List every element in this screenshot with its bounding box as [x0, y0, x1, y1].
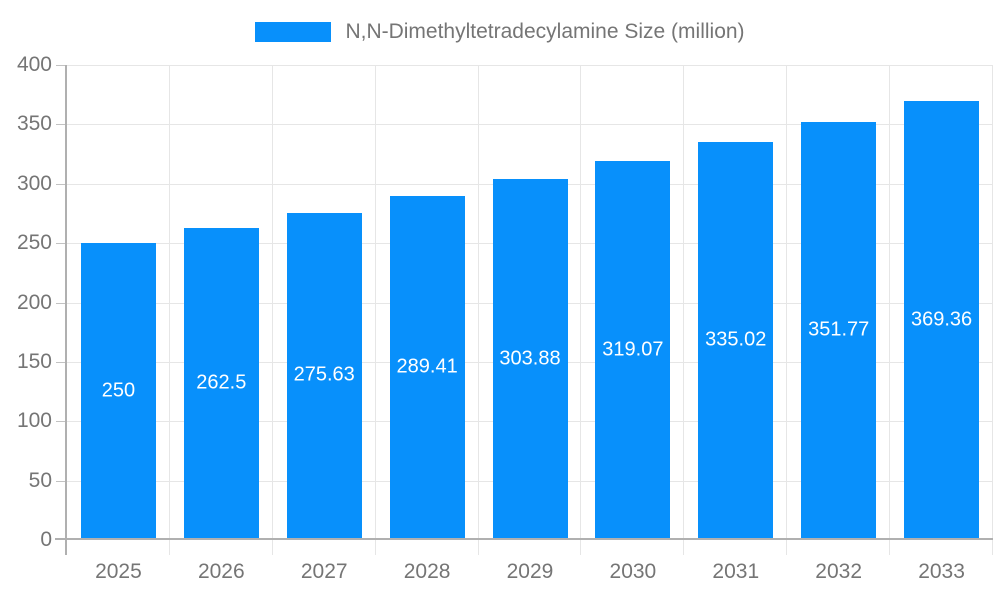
y-axis-tick-label: 400 [16, 53, 52, 76]
vertical-gridline [786, 65, 788, 555]
x-axis-tick-label: 2029 [506, 560, 554, 583]
bar-2026[interactable]: 262.5 [183, 228, 259, 538]
bar-2030[interactable]: 319.07 [595, 161, 671, 538]
bar-2032[interactable]: 351.77 [801, 122, 877, 538]
bar-2029[interactable]: 303.88 [492, 179, 568, 538]
vertical-gridline [374, 65, 376, 555]
vertical-gridline [477, 65, 479, 555]
horizontal-gridline [67, 65, 993, 66]
y-axis-tick [56, 124, 65, 126]
bar-2028[interactable]: 289.41 [389, 196, 465, 538]
bar-2025[interactable]: 250 [80, 243, 156, 538]
vertical-gridline [992, 65, 993, 555]
vertical-gridline [683, 65, 685, 555]
x-axis-tick-label: 2033 [918, 560, 965, 583]
horizontal-gridline [67, 124, 993, 126]
x-axis-tick-label: 2026 [197, 560, 245, 583]
bar-value-label: 262.5 [196, 371, 247, 394]
y-axis-tick [56, 65, 65, 66]
x-axis-tick-label: 2030 [609, 560, 657, 583]
y-axis-tick-label: 200 [16, 290, 52, 314]
x-axis-tick-label: 2031 [712, 560, 760, 583]
x-axis-tick-label: 2025 [95, 560, 142, 583]
y-axis-tick [56, 421, 65, 423]
y-axis-tick-label: 50 [28, 468, 52, 492]
bar-value-label: 369.36 [910, 308, 973, 331]
bar-value-label: 303.88 [499, 347, 561, 370]
x-axis-tick-label: 2028 [403, 560, 451, 583]
y-axis-tick [56, 480, 65, 482]
x-axis-tick-label: 2027 [300, 560, 348, 583]
y-axis-tick [56, 243, 65, 245]
bar-value-label: 275.63 [293, 363, 355, 386]
vertical-gridline [889, 65, 891, 555]
legend-swatch [255, 22, 332, 42]
bar-value-label: 351.77 [808, 318, 870, 341]
legend-label: N,N-Dimethyltetradecylamine Size (millio… [345, 20, 745, 43]
x-axis-baseline [55, 538, 993, 540]
y-axis-tick-label: 100 [16, 409, 52, 433]
bar-value-label: 319.07 [602, 338, 664, 361]
plot-area: 0 50 100 150 200 250 300 350 400 250 2025 262.5 2026… [17, 53, 993, 583]
bar-value-label: 335.02 [705, 328, 767, 351]
bar-2031[interactable]: 335.02 [698, 142, 774, 538]
y-axis-tick [56, 361, 65, 363]
y-axis-tick [56, 302, 65, 304]
y-axis-tick-label: 300 [16, 171, 52, 195]
bar-value-label: 250 [101, 379, 136, 402]
vertical-gridline [580, 65, 582, 555]
bar-2033[interactable]: 369.36 [904, 101, 980, 538]
y-axis-line [65, 65, 67, 555]
y-axis-tick-label: 350 [16, 112, 52, 136]
y-axis-tick [56, 183, 65, 185]
y-axis-tick-label: 0 [40, 528, 52, 551]
vertical-gridline [271, 65, 273, 555]
y-axis-tick-label: 150 [16, 349, 52, 373]
bar-value-label: 289.41 [396, 355, 458, 378]
chart-legend[interactable]: N,N-Dimethyltetradecylamine Size (millio… [0, 20, 1000, 44]
vertical-gridline [168, 65, 170, 555]
x-axis-tick-label: 2032 [815, 560, 863, 583]
y-axis-tick-label: 250 [16, 231, 52, 255]
bar-2027[interactable]: 275.63 [286, 212, 362, 538]
